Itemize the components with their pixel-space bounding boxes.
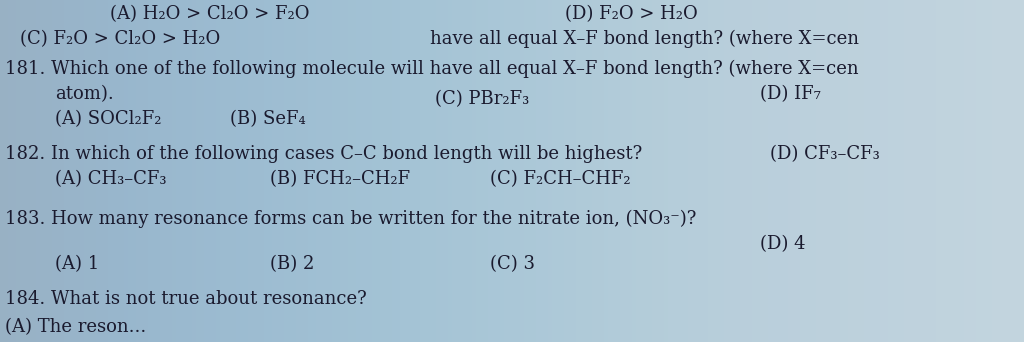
Text: (B) FCH₂–CH₂F: (B) FCH₂–CH₂F [270,170,411,188]
Text: (A) CH₃–CF₃: (A) CH₃–CF₃ [55,170,167,188]
Text: (D) 4: (D) 4 [760,235,806,253]
Text: (C) 3: (C) 3 [490,255,535,273]
Text: atom).: atom). [55,85,114,103]
Text: (A) SOCl₂F₂: (A) SOCl₂F₂ [55,110,162,128]
Text: 183. How many resonance forms can be written for the nitrate ion, (NO₃⁻)?: 183. How many resonance forms can be wri… [5,210,696,228]
Text: (C) F₂CH–CHF₂: (C) F₂CH–CHF₂ [490,170,631,188]
Text: (D) IF₇: (D) IF₇ [760,85,821,103]
Text: (D) CF₃–CF₃: (D) CF₃–CF₃ [770,145,880,163]
Text: 181. Which one of the following molecule will have all equal X–F bond length? (w: 181. Which one of the following molecule… [5,60,859,78]
Text: (B) 2: (B) 2 [270,255,314,273]
Text: (A) H₂O > Cl₂O > F₂O: (A) H₂O > Cl₂O > F₂O [110,5,309,23]
Text: (C) F₂O > Cl₂O > H₂O: (C) F₂O > Cl₂O > H₂O [20,30,220,48]
Text: have all equal X–F bond length? (where X=cen: have all equal X–F bond length? (where X… [430,30,859,48]
Text: (D) F₂O > H₂O: (D) F₂O > H₂O [565,5,697,23]
Text: (B) SeF₄: (B) SeF₄ [230,110,306,128]
Text: 184. What is not true about resonance?: 184. What is not true about resonance? [5,290,367,308]
Text: (A) 1: (A) 1 [55,255,99,273]
Text: (C) PBr₂F₃: (C) PBr₂F₃ [435,90,529,108]
Text: (A) The reson...: (A) The reson... [5,318,146,336]
Text: 182. In which of the following cases C–C bond length will be highest?: 182. In which of the following cases C–C… [5,145,642,163]
